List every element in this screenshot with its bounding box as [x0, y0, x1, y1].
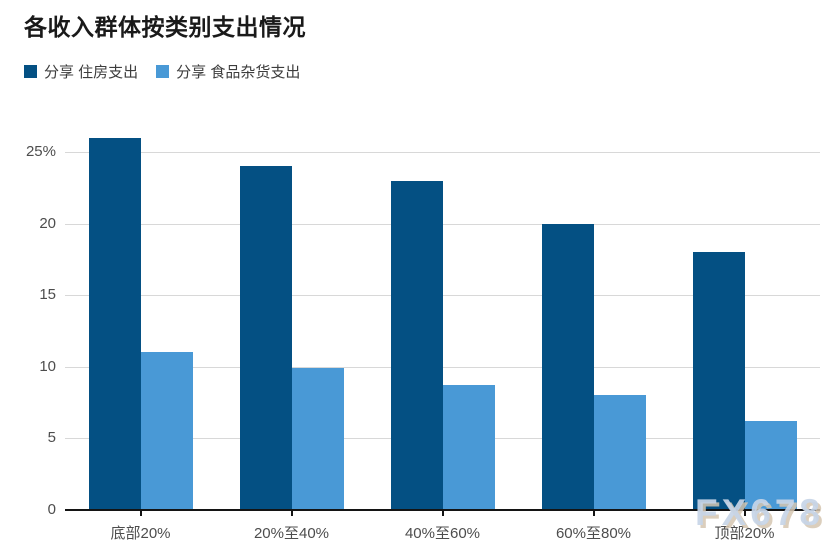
bar-groceries	[291, 368, 344, 510]
x-axis-tick	[441, 510, 444, 516]
y-axis-tick-label: 10	[39, 357, 56, 375]
x-axis-tick	[743, 510, 746, 516]
bar-housing	[390, 180, 443, 510]
y-axis-tick-label: 5	[47, 429, 56, 447]
legend: 分享 住房支出 分享 食品杂货支出	[24, 61, 300, 82]
bar-groceries	[442, 385, 495, 510]
chart-title: 各收入群体按类别支出情况	[24, 14, 306, 40]
legend-item-housing: 分享 住房支出	[24, 61, 138, 82]
bar-groceries	[593, 395, 646, 510]
gridline	[65, 152, 820, 153]
x-axis-tick	[592, 510, 595, 516]
legend-item-groceries: 分享 食品杂货支出	[156, 61, 300, 82]
x-axis-category-label: 20%至40%	[253, 525, 330, 542]
bar-housing	[692, 252, 745, 510]
bar-groceries	[140, 352, 193, 510]
y-axis-tick-label: 0	[47, 501, 56, 518]
gridline	[65, 223, 820, 225]
x-axis-category-label: 60%至80%	[555, 525, 632, 542]
x-axis-line	[65, 509, 820, 511]
x-axis-tick	[139, 510, 142, 516]
gridline	[65, 295, 820, 297]
y-axis-tick-label: 15	[39, 286, 56, 304]
x-axis-tick	[290, 510, 293, 516]
bar-groceries	[744, 421, 797, 510]
x-axis-category-label: 顶部20%	[714, 525, 775, 542]
legend-label-groceries: 分享 食品杂货支出	[176, 64, 301, 81]
y-axis-tick-label: 25%	[25, 143, 56, 160]
x-axis-category-label: 40%至60%	[404, 525, 481, 542]
legend-swatch-groceries-icon	[156, 65, 170, 78]
legend-swatch-housing-icon	[24, 65, 37, 78]
bar-housing	[88, 137, 141, 510]
bar-housing	[541, 223, 594, 510]
bar-housing	[239, 166, 292, 510]
watermark: FX678	[694, 492, 824, 533]
x-axis-category-label: 底部20%	[110, 525, 171, 542]
y-axis-tick-label: 20	[39, 214, 56, 232]
gridline	[65, 366, 820, 368]
legend-label-housing: 分享 住房支出	[44, 64, 139, 81]
